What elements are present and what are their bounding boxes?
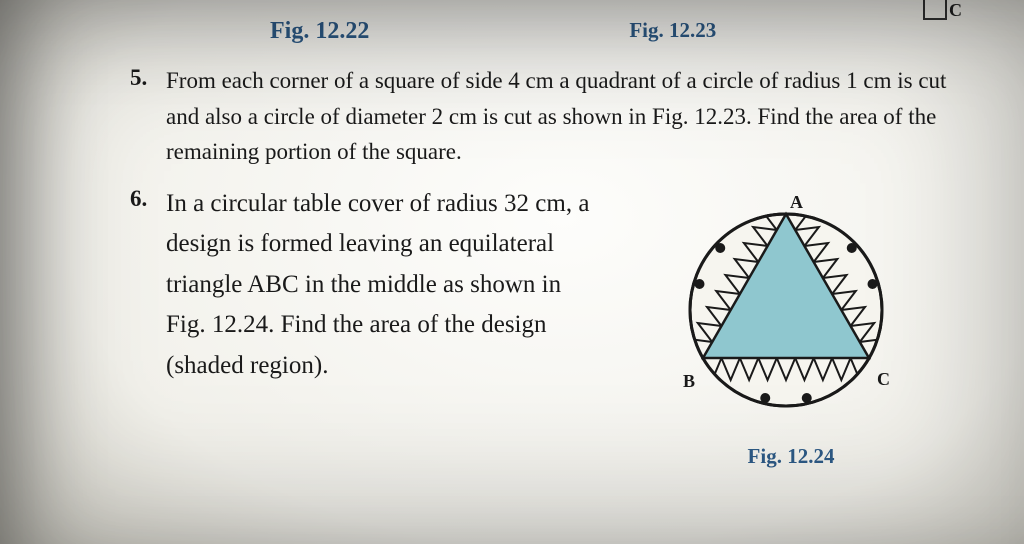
fig-12-24-caption: Fig. 12.24 [748, 444, 835, 469]
figure-12-24-svg: A B C [676, 190, 906, 430]
figure-12-24: A B C Fig. 12.24 [606, 184, 906, 469]
corner-label-c: C [949, 0, 962, 20]
fig-12-22-label: Fig. 12.22 [270, 18, 369, 45]
question-6-number: 6. [130, 184, 166, 212]
svg-text:B: B [683, 371, 695, 391]
question-5: 5. From each corner of a square of side … [130, 63, 954, 170]
question-5-number: 5. [130, 63, 166, 91]
svg-text:A: A [790, 192, 803, 212]
question-5-text: From each corner of a square of side 4 c… [166, 63, 954, 170]
fig-12-23-label: Fig. 12.23 [629, 18, 716, 45]
top-figure-labels: Fig. 12.22 Fig. 12.23 [270, 18, 954, 45]
svg-text:C: C [877, 369, 890, 389]
partial-figure-corner: C [923, 0, 962, 21]
question-6: 6. In a circular table cover of radius 3… [130, 184, 954, 469]
question-6-text: In a circular table cover of radius 32 c… [166, 184, 606, 387]
